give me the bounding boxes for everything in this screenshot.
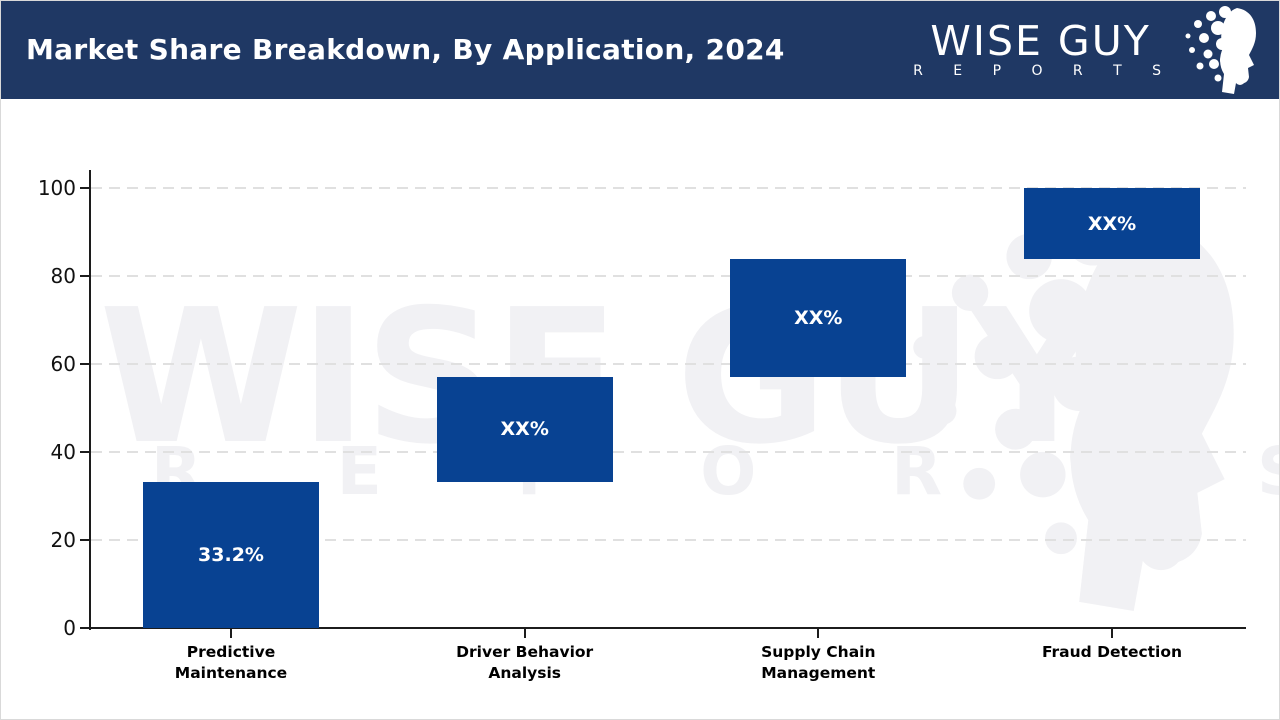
gridline-20 xyxy=(91,539,1246,541)
y-tick-label-60: 60 xyxy=(50,352,76,376)
y-tick-40 xyxy=(80,451,89,453)
y-tick-60 xyxy=(80,363,89,365)
wise-guy-reports-logo: WISE GUY R E P O R T S xyxy=(907,5,1256,94)
bar-value-label: XX% xyxy=(794,307,843,329)
y-tick-label-20: 20 xyxy=(50,528,76,552)
plot-area: 0 20 40 60 80 100 33.2% Predictive Maintenance X… xyxy=(1,100,1279,719)
gridline-100 xyxy=(91,187,1246,189)
bar-segment: XX% xyxy=(436,376,613,482)
gridline-80 xyxy=(91,275,1246,277)
y-tick-label-0: 0 xyxy=(63,616,76,640)
bar-value-label: 33.2% xyxy=(198,543,264,566)
watermark-face-dots xyxy=(913,211,1234,611)
x-tick xyxy=(817,629,820,638)
y-tick-label-40: 40 xyxy=(50,440,76,464)
bar-value-label: XX% xyxy=(500,418,549,441)
y-tick-0 xyxy=(80,627,89,629)
header-bar: Market Share Breakdown, By Application, … xyxy=(1,1,1279,99)
y-tick-100 xyxy=(80,187,89,189)
logo-text: WISE GUY R E P O R T S xyxy=(907,16,1174,79)
x-category-label: Predictive Maintenance xyxy=(174,643,288,682)
page-title: Market Share Breakdown, By Application, … xyxy=(26,33,785,66)
x-category-label: Fraud Detection xyxy=(1041,643,1183,661)
logo-wordmark: WISE GUY xyxy=(930,16,1151,65)
gridline-60 xyxy=(91,363,1246,365)
x-tick xyxy=(523,629,526,638)
x-tick xyxy=(1111,629,1113,638)
y-tick-80 xyxy=(80,275,89,277)
y-tick-label-80: 80 xyxy=(50,264,76,288)
bar-segment: XX% xyxy=(1024,188,1200,260)
y-axis-line xyxy=(89,170,91,630)
y-tick-label-100: 100 xyxy=(37,176,76,200)
bar-value-label: XX% xyxy=(1087,212,1137,235)
logo-subtitle: R E P O R T S xyxy=(913,62,1174,79)
y-tick-20 xyxy=(80,539,89,541)
gridline-40 xyxy=(91,451,1246,453)
x-category-label: Driver Behavior Analysis xyxy=(456,643,594,682)
x-category-label: Supply Chain Management xyxy=(761,643,876,682)
bar-segment: 33.2% xyxy=(143,481,319,628)
logo-face-dots-icon xyxy=(1185,5,1256,94)
x-tick xyxy=(230,629,232,638)
bar-segment: XX% xyxy=(730,259,907,377)
x-axis-line xyxy=(89,627,1246,629)
